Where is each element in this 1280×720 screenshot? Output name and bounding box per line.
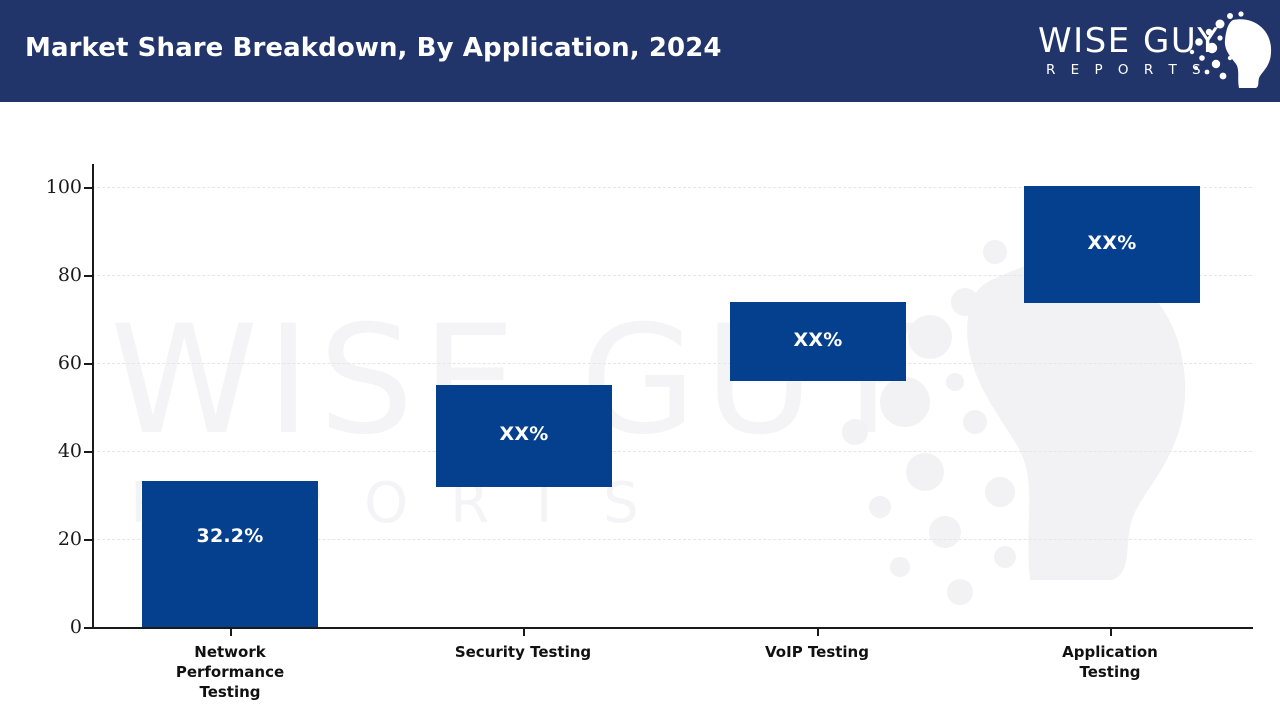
bar-application-testing[interactable]: XX% xyxy=(1024,186,1200,303)
x-tick-4 xyxy=(1110,627,1112,636)
y-tick-100 xyxy=(84,187,92,189)
page-title: Market Share Breakdown, By Application, … xyxy=(25,33,722,63)
y-axis-label-60: 60 xyxy=(57,352,82,374)
y-axis-label-0: 0 xyxy=(69,616,82,638)
page-header: Market Share Breakdown, By Application, … xyxy=(0,0,1280,102)
logo-wordmark-primary: WISE GUY xyxy=(1038,21,1220,61)
y-tick-40 xyxy=(84,451,92,453)
plot-area: 32.2% XX% XX% XX% xyxy=(92,102,1252,628)
gridline-40 xyxy=(92,451,1252,452)
x-axis-label-security-testing: Security Testing xyxy=(423,642,623,662)
y-axis-label-40: 40 xyxy=(57,440,82,462)
y-axis-label-100: 100 xyxy=(45,176,82,198)
x-axis-line xyxy=(92,627,1253,629)
x-axis-label-voip-testing: VoIP Testing xyxy=(727,642,907,662)
y-axis-label-20: 20 xyxy=(57,528,82,550)
bar-label-application-testing: XX% xyxy=(1087,232,1137,254)
bar-network-performance-testing[interactable]: 32.2% xyxy=(142,481,318,627)
logo-head-icon xyxy=(1189,11,1272,88)
y-tick-0 xyxy=(84,627,92,629)
gridline-80 xyxy=(92,275,1252,276)
logo-wordmark-secondary: R E P O R T S xyxy=(1046,62,1206,78)
wise-guy-reports-logo: WISE GUY R E P O R T S xyxy=(1024,8,1274,96)
gridline-60 xyxy=(92,363,1252,364)
bar-label-voip-testing: XX% xyxy=(793,329,843,351)
x-axis-label-line: Testing xyxy=(1079,663,1141,681)
x-axis-label-line: VoIP Testing xyxy=(765,643,869,661)
x-axis-label-network-performance-testing: Network Performance Testing xyxy=(150,642,310,702)
gridline-100 xyxy=(92,187,1252,188)
bar-label-security-testing: XX% xyxy=(499,423,549,445)
x-axis-label-line: Network xyxy=(194,643,266,661)
bar-voip-testing[interactable]: XX% xyxy=(730,302,906,381)
bar-security-testing[interactable]: XX% xyxy=(436,385,612,487)
y-tick-60 xyxy=(84,363,92,365)
x-axis-label-line: Testing xyxy=(199,683,261,701)
y-axis-label-80: 80 xyxy=(57,264,82,286)
x-axis-label-line: Application xyxy=(1062,643,1158,661)
bar-label-network-performance-testing: 32.2% xyxy=(196,525,264,547)
y-axis-line xyxy=(92,164,94,627)
x-axis-label-application-testing: Application Testing xyxy=(1020,642,1200,682)
x-axis-label-line: Performance xyxy=(175,663,285,681)
y-tick-20 xyxy=(84,539,92,541)
x-tick-3 xyxy=(817,627,819,636)
chart-canvas: WISE GUY REPORTS xyxy=(0,102,1280,720)
y-tick-80 xyxy=(84,275,92,277)
x-tick-1 xyxy=(230,627,232,636)
x-axis-label-line: Security Testing xyxy=(454,643,592,661)
gridline-20 xyxy=(92,539,1252,540)
x-tick-2 xyxy=(523,627,525,636)
